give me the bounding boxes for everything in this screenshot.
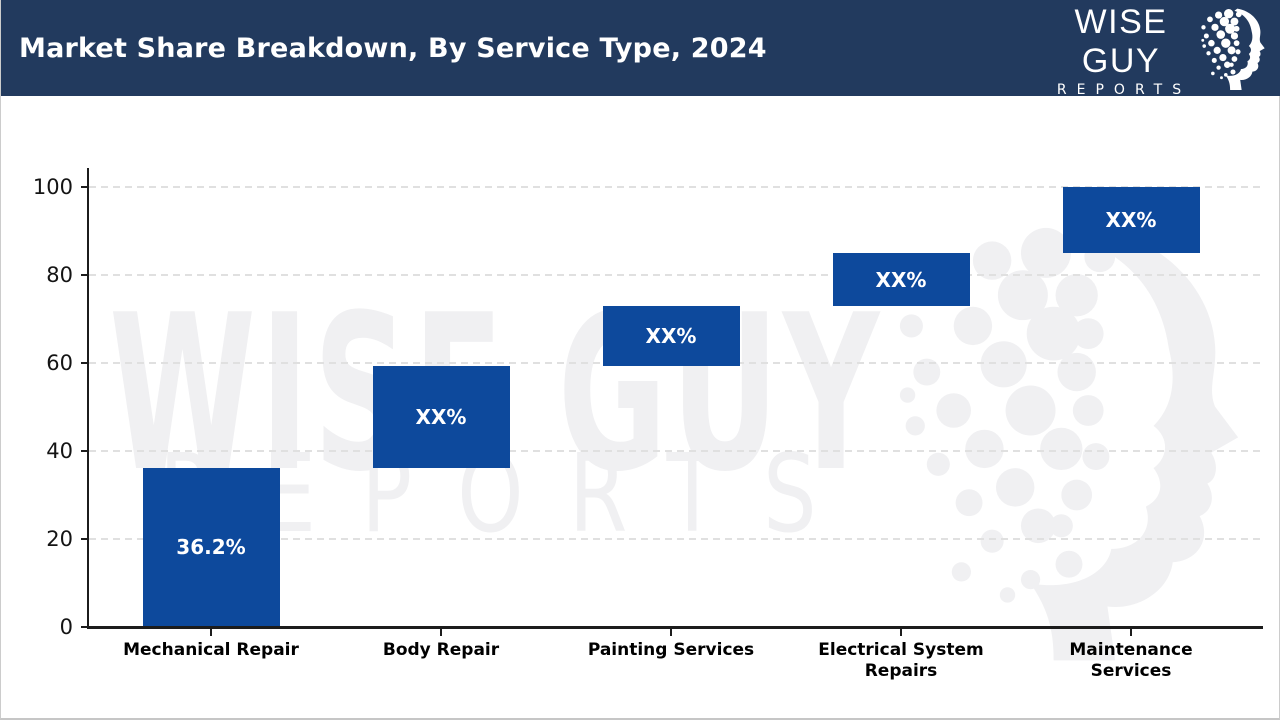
wiseguy-face-icon bbox=[1201, 8, 1265, 90]
logo-reports-text: REPORTS bbox=[1056, 81, 1192, 98]
y-axis-tick bbox=[81, 450, 89, 452]
bar-value-label: XX% bbox=[1105, 208, 1157, 233]
x-axis-line bbox=[87, 626, 1263, 629]
bar-value-label: 36.2% bbox=[176, 535, 246, 560]
category-label-mechanical-repair: Mechanical Repair bbox=[123, 640, 299, 660]
y-axis-line bbox=[87, 168, 89, 629]
x-axis-tick bbox=[900, 628, 902, 636]
bar-value-label: XX% bbox=[875, 267, 927, 292]
bar-electrical-system-repairs: XX% bbox=[832, 253, 970, 307]
y-axis-tick bbox=[81, 362, 89, 364]
wiseguy-logo: WISE GUY REPORTS bbox=[1031, 3, 1269, 98]
category-label-painting-services: Painting Services bbox=[587, 640, 755, 660]
chart-title: Market Share Breakdown, By Service Type,… bbox=[19, 32, 767, 64]
gridline-y-80 bbox=[89, 274, 1263, 276]
y-axis-tick bbox=[81, 626, 89, 628]
gridline-y-40 bbox=[89, 450, 1263, 452]
x-axis-tick bbox=[210, 628, 212, 636]
y-axis-tick bbox=[81, 274, 89, 276]
y-axis-tick-label: 40 bbox=[46, 439, 73, 463]
x-axis-tick bbox=[670, 628, 672, 636]
y-axis-tick-label: 80 bbox=[46, 263, 73, 287]
bar-value-label: XX% bbox=[415, 404, 467, 429]
bar-maintenance-services: XX% bbox=[1062, 187, 1200, 254]
bar-value-label: XX% bbox=[645, 324, 697, 349]
gridline-y-20 bbox=[89, 538, 1263, 540]
y-axis-tick-label: 60 bbox=[46, 351, 73, 375]
bar-painting-services: XX% bbox=[602, 306, 740, 367]
header-bar: Market Share Breakdown, By Service Type,… bbox=[1, 0, 1280, 98]
y-axis-tick bbox=[81, 186, 89, 188]
y-axis-tick bbox=[81, 538, 89, 540]
bar-mechanical-repair: 36.2% bbox=[142, 467, 280, 627]
category-label-body-repair: Body Repair bbox=[382, 640, 500, 660]
logo-text: WISE GUY REPORTS bbox=[1031, 3, 1211, 98]
category-label-electrical-system-repairs: Electrical System Repairs bbox=[818, 640, 984, 681]
y-axis-tick-label: 20 bbox=[46, 527, 73, 551]
y-axis-tick-label: 0 bbox=[59, 615, 73, 639]
logo-wiseguy-text: WISE GUY bbox=[1074, 2, 1168, 80]
gridline-y-100 bbox=[89, 186, 1263, 188]
category-label-maintenance-services: Maintenance Services bbox=[1069, 640, 1193, 681]
bar-body-repair: XX% bbox=[372, 366, 510, 468]
x-axis-tick bbox=[440, 628, 442, 636]
y-axis-tick-label: 100 bbox=[32, 175, 73, 199]
x-axis-tick bbox=[1130, 628, 1132, 636]
